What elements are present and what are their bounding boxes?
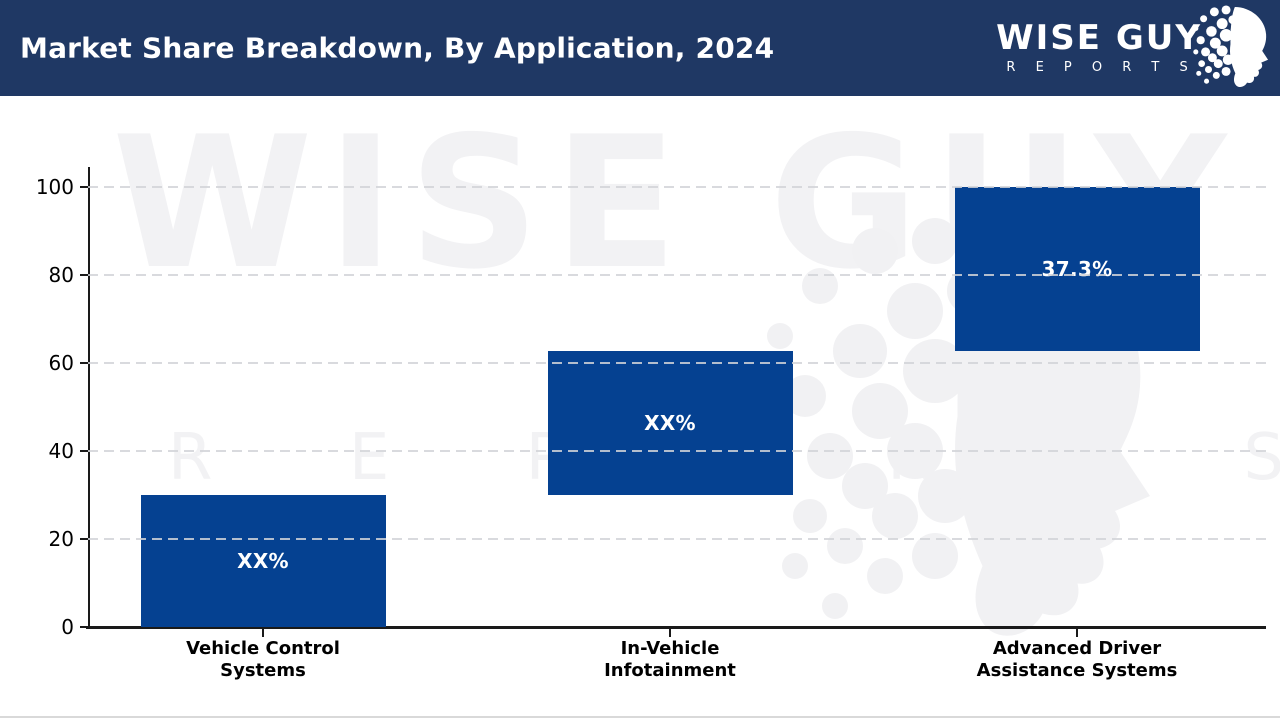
x-tick	[1076, 629, 1078, 637]
y-tick	[80, 538, 88, 540]
y-tick	[80, 450, 88, 452]
brand-name: WISE GUY	[996, 18, 1202, 58]
y-tick-label: 0	[61, 615, 74, 639]
y-tick-label: 40	[48, 439, 74, 463]
brand-wordmark: WISE GUY R E P O R T S	[996, 21, 1202, 75]
y-axis-spine	[88, 167, 90, 628]
bar-2: XX%	[547, 351, 793, 495]
category-label: In-Vehicle Infotainment	[604, 638, 736, 681]
header-bar: Market Share Breakdown, By Application, …	[0, 0, 1280, 96]
y-tick	[80, 274, 88, 276]
x-axis-line	[86, 626, 1266, 629]
bar-value-label: XX%	[644, 411, 696, 436]
y-tick-label: 100	[35, 175, 74, 199]
head-profile-logo-icon	[1193, 5, 1269, 87]
category-label: Vehicle Control Systems	[186, 638, 340, 681]
bar-value-label: 37.3%	[1041, 257, 1113, 282]
bar-value-label: XX%	[237, 549, 289, 573]
bottom-divider	[0, 716, 1280, 718]
brand-logo: WISE GUY R E P O R T S	[996, 0, 1270, 96]
y-tick-label: 80	[48, 263, 74, 287]
bar-1: XX%	[140, 495, 386, 627]
y-tick-label: 20	[48, 527, 74, 551]
bar-3: 37.3%	[954, 187, 1200, 352]
gridline-100	[88, 186, 1266, 188]
y-tick	[80, 186, 88, 188]
x-tick	[669, 629, 671, 637]
gridline-60	[88, 362, 1266, 364]
x-tick	[262, 629, 264, 637]
gridline-20	[88, 538, 1266, 540]
y-tick	[80, 626, 88, 628]
gridline-40	[88, 450, 1266, 452]
page-title: Market Share Breakdown, By Application, …	[20, 31, 775, 65]
y-tick	[80, 362, 88, 364]
category-label: Advanced Driver Assistance Systems	[976, 638, 1178, 681]
brand-subname: R E P O R T S	[1006, 60, 1196, 75]
gridline-80	[88, 274, 1266, 276]
y-tick-label: 60	[48, 351, 74, 375]
